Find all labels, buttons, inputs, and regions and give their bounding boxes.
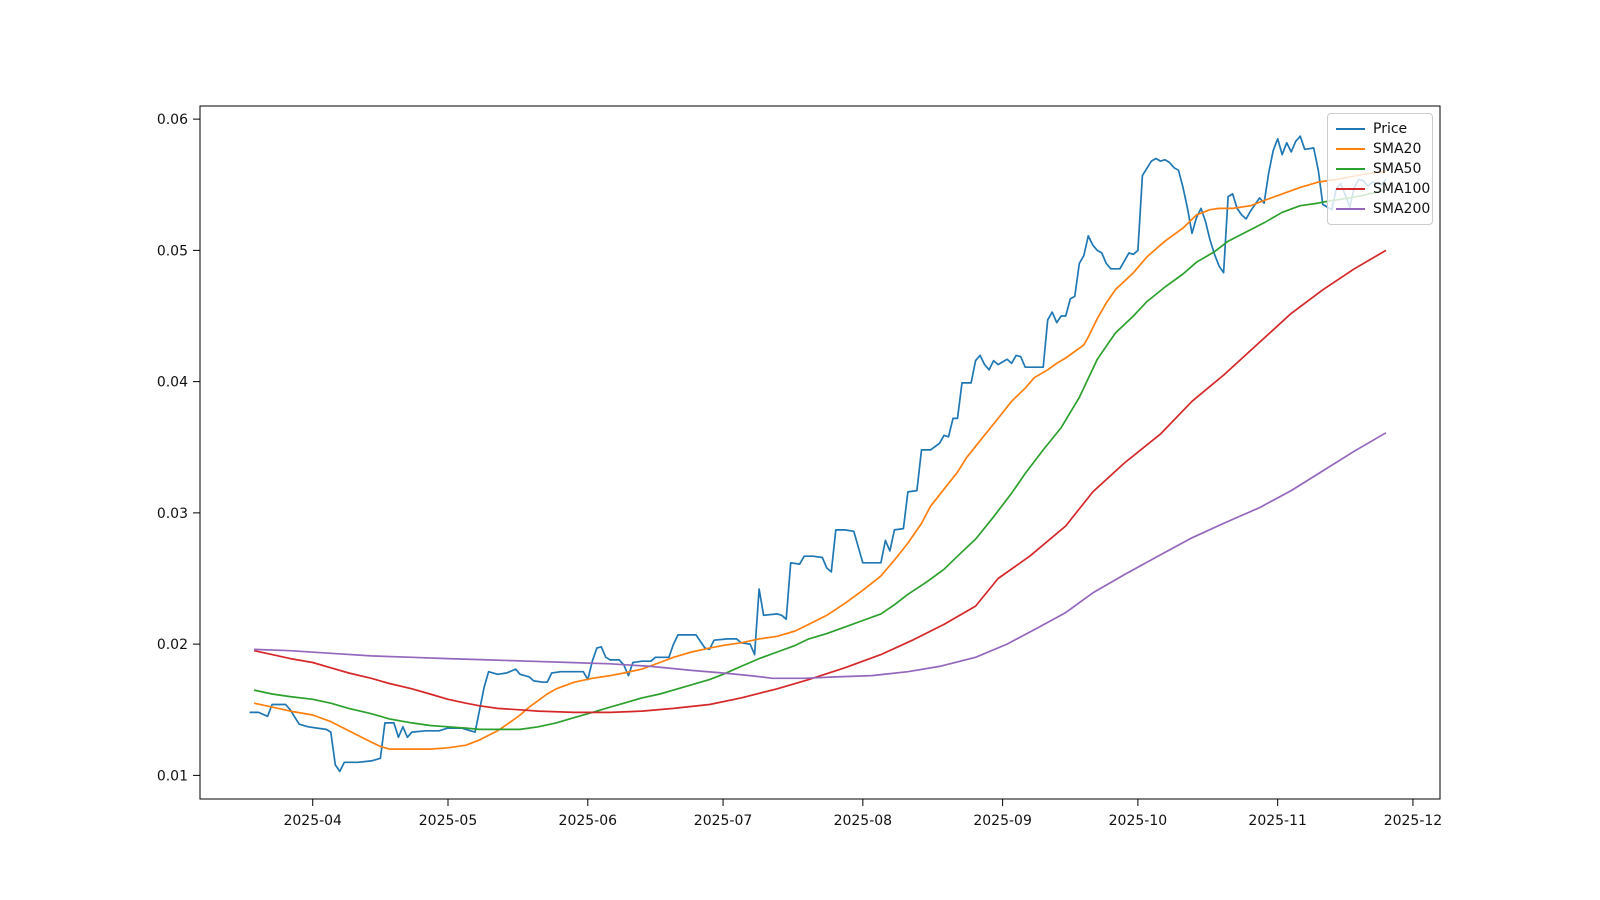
- legend-label: SMA20: [1373, 141, 1422, 157]
- series-line-sma100: [253, 249, 1387, 714]
- x-tick-label: 2025-12: [1384, 813, 1443, 829]
- legend-line-sample: [1336, 208, 1365, 210]
- series-line-sma200: [254, 432, 1387, 680]
- x-tick-label: 2025-07: [694, 813, 753, 829]
- x-tick-label: 2025-08: [834, 813, 893, 829]
- legend-line-sample: [1336, 168, 1365, 170]
- legend-line-sample: [1336, 128, 1365, 130]
- x-tick-label: 2025-04: [283, 813, 342, 829]
- axes-spines: [199, 105, 1441, 800]
- legend-entry-price: Price: [1336, 119, 1424, 139]
- y-tick-label: 0.01: [157, 768, 188, 784]
- x-tick-label: 2025-05: [419, 813, 478, 829]
- x-tick-label: 2025-11: [1248, 813, 1307, 829]
- legend-label: SMA50: [1373, 161, 1422, 177]
- x-tick-label: 2025-09: [973, 813, 1032, 829]
- y-tick-label: 0.05: [157, 243, 188, 259]
- series-line-sma50: [253, 189, 1387, 731]
- series-line-sma20: [253, 170, 1386, 750]
- legend: Price SMA20 SMA50 SMA100 SMA200: [1327, 113, 1433, 225]
- legend-label: SMA200: [1373, 201, 1431, 217]
- series-line-price: [249, 135, 1387, 773]
- legend-entry-sma50: SMA50: [1336, 159, 1424, 179]
- legend-line-sample: [1336, 188, 1365, 190]
- x-tick-label: 2025-06: [559, 813, 618, 829]
- y-tick-label: 0.03: [157, 506, 188, 522]
- legend-label: SMA100: [1373, 181, 1431, 197]
- y-tick-label: 0.04: [157, 375, 188, 391]
- legend-entry-sma100: SMA100: [1336, 179, 1430, 199]
- x-tick-label: 2025-10: [1109, 813, 1168, 829]
- legend-entry-sma20: SMA20: [1336, 139, 1424, 159]
- y-tick-label: 0.06: [157, 112, 188, 128]
- legend-line-sample: [1336, 148, 1365, 150]
- legend-label: Price: [1373, 121, 1408, 137]
- legend-entry-sma200: SMA200: [1336, 199, 1430, 219]
- y-tick-label: 0.02: [157, 637, 188, 653]
